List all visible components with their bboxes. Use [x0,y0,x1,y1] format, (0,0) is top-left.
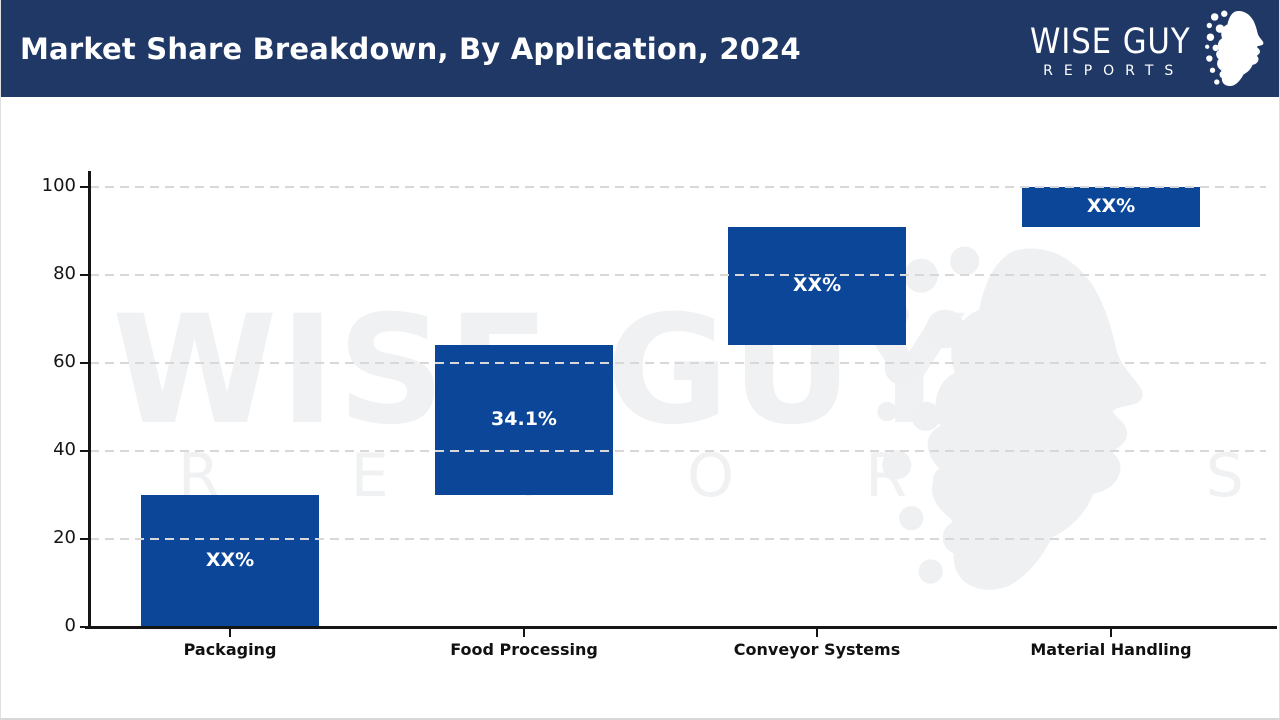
y-tick-mark [80,450,88,452]
bar-conveyor-systems [728,226,906,345]
bar-packaging [141,495,319,627]
y-tick-mark [80,626,88,628]
x-axis-label: Material Handling [1030,640,1192,659]
x-tick-mark [523,629,525,637]
gridline-80 [90,274,1266,276]
y-tick-label: 20 [53,527,76,548]
y-axis-line [88,171,91,629]
x-axis-label: Food Processing [450,640,598,659]
y-tick-label: 40 [53,439,76,460]
bar-value-label: XX% [792,273,842,296]
logo-subtitle: REPORTS [1043,62,1185,79]
y-tick-label: 0 [64,615,76,636]
wise-guy-reports-logo: WISE GUY REPORTS [1019,6,1268,94]
x-axis-label: Packaging [183,640,277,659]
y-tick-label: 80 [53,263,76,284]
x-tick-mark [229,629,231,637]
gridline-20 [90,538,1266,540]
gridline-40 [90,450,1266,452]
logo-wordmark: WISE GUY [1030,21,1192,62]
bar-value-label: XX% [1086,194,1136,217]
y-tick-mark [80,274,88,276]
gridline-100 [90,186,1266,188]
logo-face-icon [1205,10,1264,87]
bar-food-processing [435,344,613,495]
y-tick-mark [80,186,88,188]
x-axis-line [85,626,1277,629]
x-tick-mark [816,629,818,637]
y-tick-mark [80,538,88,540]
x-axis-label: Conveyor Systems [733,640,901,659]
gridline-60 [90,362,1266,364]
page-title: Market Share Breakdown, By Application, … [20,31,801,66]
y-tick-label: 60 [53,351,76,372]
bar-value-label: 34.1% [491,407,557,430]
y-tick-mark [80,362,88,364]
y-tick-label: 100 [41,175,76,196]
x-tick-mark [1110,629,1112,637]
bar-material-handling [1022,187,1200,227]
bar-value-label: XX% [205,549,255,571]
header-bar: Market Share Breakdown, By Application, … [0,0,1280,97]
